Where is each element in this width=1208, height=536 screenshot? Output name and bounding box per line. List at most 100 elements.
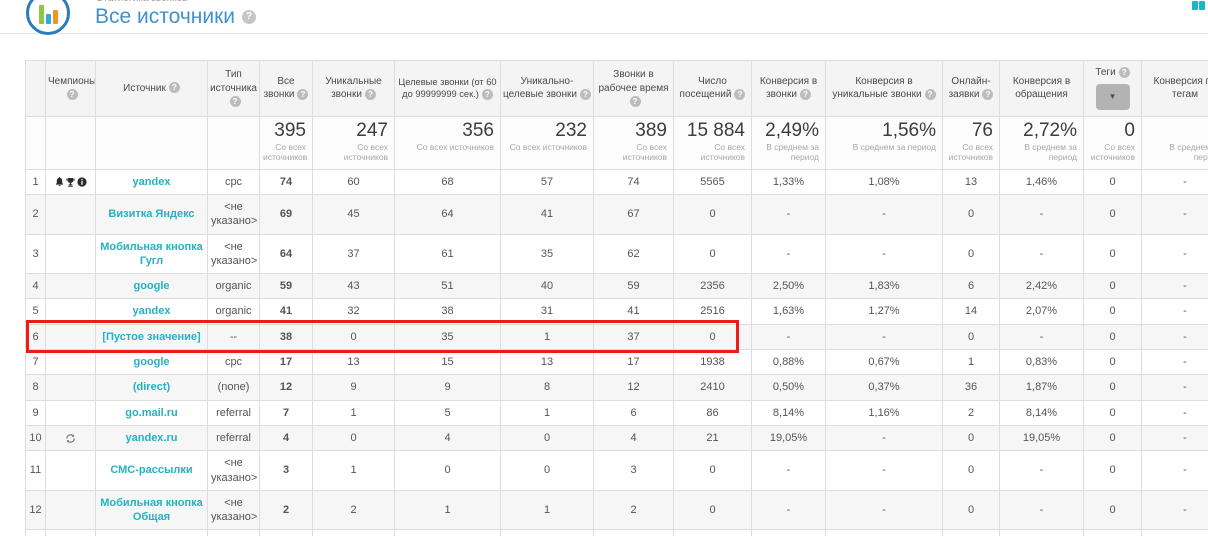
cell-conv_tags: - [1141, 193, 1208, 235]
settings-glyph-right [1199, 1, 1205, 10]
help-icon[interactable]: ? [982, 89, 994, 101]
cell-type: <не указано> [207, 489, 260, 531]
table-row: 9 go.mail.ru referral 7 1 5 1 6 86 8,14% 1,16% 2 8,1… [25, 399, 1208, 426]
row-number: 3 [25, 233, 46, 275]
source-link[interactable]: go.mail.ru [125, 406, 178, 419]
total-value: 247 [356, 119, 388, 141]
help-icon[interactable]: ? [1118, 66, 1130, 78]
source-link[interactable]: (direct) [132, 381, 171, 394]
cell-online_requests: 13 [942, 168, 1000, 195]
cell-visits: 5565 [673, 168, 752, 195]
source-link[interactable]: yandex [132, 175, 171, 188]
help-icon[interactable]: ? [229, 95, 241, 107]
help-icon[interactable]: ? [579, 89, 591, 101]
column-header-working_hours_calls[interactable]: Звонки в рабочее время? [593, 60, 674, 117]
cell-all_calls[interactable]: 2 [259, 489, 313, 531]
help-icon[interactable]: ? [924, 89, 936, 101]
total-caption: Со всех источников [1090, 142, 1135, 163]
column-header-conv_requests[interactable]: Конверсия в обращения [999, 60, 1084, 117]
cell-all_calls[interactable]: 12 [259, 374, 313, 401]
cell-conv_requests: - [999, 529, 1084, 536]
column-header-target_calls[interactable]: Целевые звонки (от 60 до 99999999 сек.)? [394, 60, 501, 117]
title-help-icon[interactable]: ? [242, 10, 257, 25]
cell-conv_requests: 2,42% [999, 273, 1084, 300]
cell-conv_unique_calls: - [825, 450, 943, 491]
column-header-conv_calls[interactable]: Конверсия в звонки? [751, 60, 826, 117]
source-link[interactable]: СМС-рассылки [110, 464, 193, 477]
source-link[interactable]: google [133, 356, 170, 369]
column-header-visits[interactable]: Число посещений? [673, 60, 752, 117]
cell-all_calls[interactable]: 4 [259, 424, 313, 452]
cell-online_requests: 2 [942, 399, 1000, 426]
help-icon[interactable]: ? [364, 89, 376, 101]
cell-online_requests: 1 [942, 349, 1000, 376]
row-number: 11 [25, 450, 46, 491]
cell-online_requests: 0 [942, 233, 1000, 275]
column-header-num[interactable] [25, 60, 46, 117]
cell-all_calls[interactable]: 38 [259, 323, 313, 351]
source-link[interactable]: Мобильная кнопка Гугл [100, 240, 203, 267]
cell-all_calls[interactable]: 2 [259, 529, 313, 536]
cell-champions [45, 323, 96, 351]
help-icon[interactable]: ? [629, 95, 641, 107]
page-title-text: Все источники [95, 5, 236, 28]
help-icon[interactable]: ? [168, 82, 180, 94]
cell-visits: 2410 [673, 374, 752, 401]
cell-all_calls[interactable]: 69 [259, 193, 313, 235]
cell-all_calls[interactable]: 64 [259, 233, 313, 275]
help-icon[interactable]: ? [481, 89, 493, 101]
cell-type: (none) [207, 374, 260, 401]
refresh-icon[interactable] [65, 433, 76, 444]
column-header-source[interactable]: Источник? [95, 60, 208, 117]
cell-all_calls[interactable]: 74 [259, 168, 313, 195]
cell-target_calls: 35 [394, 323, 501, 351]
cell-unique_target_calls: 2 [500, 529, 594, 536]
total-value: 389 [635, 119, 667, 141]
source-link[interactable]: Визитка Яндекс [108, 208, 195, 221]
table-settings-icon[interactable] [1191, 0, 1205, 15]
cell-all_calls[interactable]: 41 [259, 298, 313, 325]
total-caption: В среднем за период [1024, 142, 1077, 163]
source-link[interactable]: [Пустое значение] [102, 330, 201, 343]
column-header-conv_tags[interactable]: Конверсия по тегам [1141, 60, 1208, 117]
column-header-online_requests[interactable]: Онлайн-заявки? [942, 60, 1000, 117]
source-link[interactable]: yandex.ru [125, 431, 178, 444]
total-conv_requests: 2,72% В среднем за период [999, 115, 1084, 170]
totals-row: 395 Со всех источников 247 Со всех источник… [25, 115, 1208, 170]
cell-online_requests: 0 [942, 193, 1000, 235]
cell-conv_calls: - [751, 450, 826, 491]
cell-online_requests: 0 [942, 323, 1000, 351]
help-icon[interactable]: ? [734, 89, 746, 101]
help-icon[interactable]: ? [799, 89, 811, 101]
column-header-unique_target_calls[interactable]: Уникально-целевые звонки? [500, 60, 594, 117]
cell-unique_calls: 0 [312, 424, 395, 452]
column-header-champions[interactable]: Чемпионы? [45, 60, 96, 117]
cell-conv_unique_calls: - [825, 424, 943, 452]
cell-conv_unique_calls: 1,83% [825, 273, 943, 300]
source-link[interactable]: yandex [132, 305, 171, 318]
cell-all_calls[interactable]: 7 [259, 399, 313, 426]
cell-all_calls[interactable]: 3 [259, 450, 313, 491]
total-source [95, 115, 208, 170]
column-header-tags[interactable]: Теги? ▾ [1083, 60, 1142, 117]
cell-all_calls[interactable]: 59 [259, 273, 313, 300]
column-header-all_calls[interactable]: Все звонки? [259, 60, 313, 117]
cell-all_calls[interactable]: 17 [259, 349, 313, 376]
total-caption: В среднем за период [852, 142, 936, 153]
help-icon[interactable]: ? [66, 89, 78, 101]
tags-filter-button[interactable]: ▾ [1095, 83, 1130, 110]
cell-conv_calls: 19,05% [751, 424, 826, 452]
cell-visits: 0 [673, 193, 752, 235]
source-link[interactable]: google [133, 280, 170, 293]
cell-visits: 0 [673, 233, 752, 275]
help-icon[interactable]: ? [297, 89, 309, 101]
cell-conv_calls: 2,50% [751, 273, 826, 300]
column-header-conv_unique_calls[interactable]: Конверсия в уникальные звонки? [825, 60, 943, 117]
cell-source: (direct) [95, 374, 208, 401]
source-link[interactable]: Мобильная кнопка Общая [100, 496, 203, 524]
column-header-unique_calls[interactable]: Уникальные звонки? [312, 60, 395, 117]
column-label: Число посещений [679, 75, 732, 101]
cell-conv_tags: - [1141, 273, 1208, 300]
column-header-type[interactable]: Тип источника? [207, 60, 260, 117]
column-label: Звонки в рабочее время [598, 69, 669, 94]
